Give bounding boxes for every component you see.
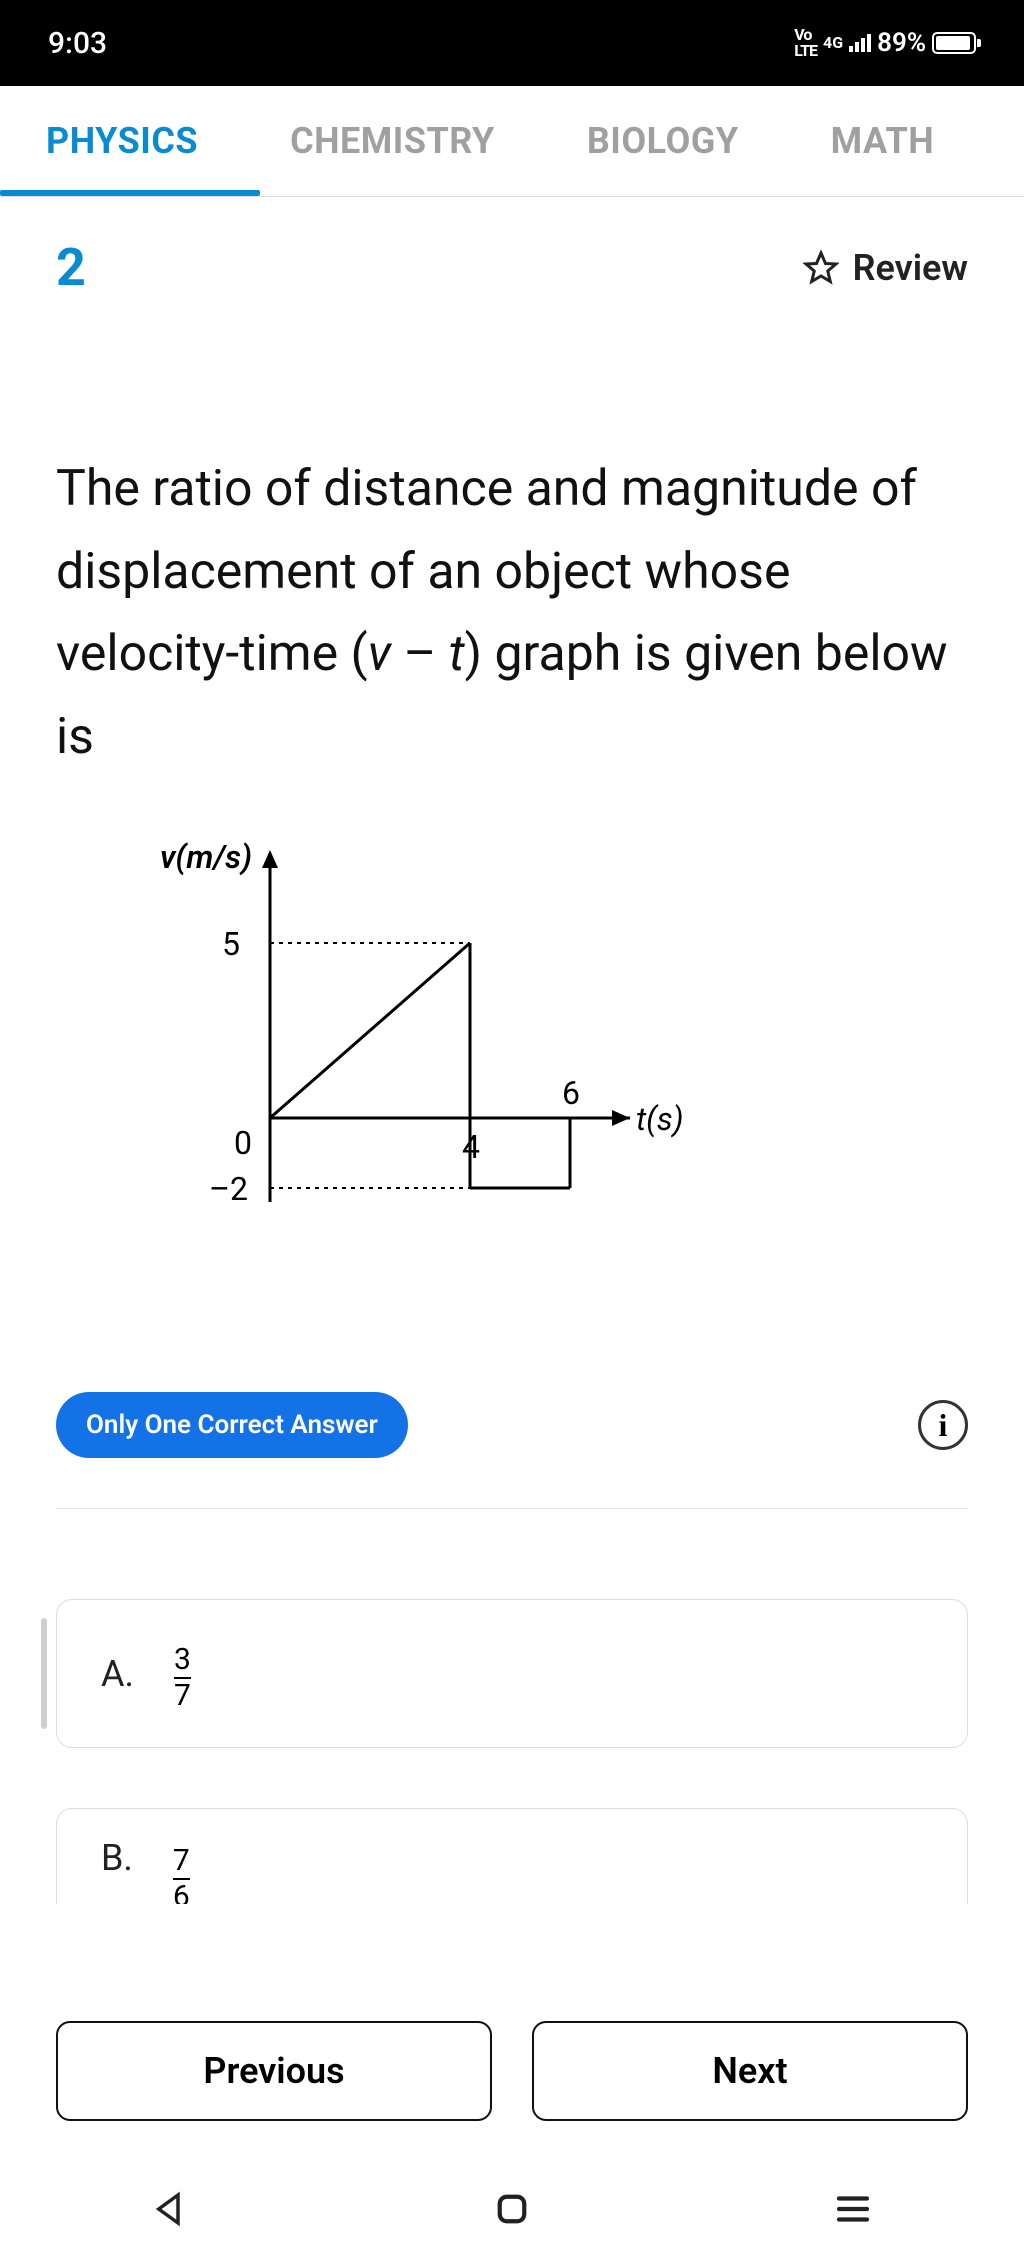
- tab-active-underline: [0, 190, 260, 196]
- back-icon[interactable]: [150, 2188, 192, 2230]
- divider: [56, 1508, 968, 1509]
- previous-button[interactable]: Previous: [56, 2021, 492, 2121]
- volte-icon: Vo LTE: [794, 27, 817, 59]
- tab-physics[interactable]: PHYSICS: [0, 120, 244, 162]
- question-text: The ratio of distance and magnitude of d…: [0, 308, 1024, 798]
- option-b[interactable]: B. 7 6: [56, 1808, 968, 1904]
- options-list: A. 3 7 B. 7 6: [0, 1529, 1024, 1904]
- answer-type-badge: Only One Correct Answer: [56, 1392, 408, 1458]
- option-value: 3 7: [174, 1636, 191, 1711]
- tab-chemistry[interactable]: CHEMISTRY: [244, 120, 541, 162]
- network-4g-icon: 4G: [823, 35, 843, 51]
- next-button[interactable]: Next: [532, 2021, 968, 2121]
- battery-percent: 89%: [877, 28, 926, 58]
- vt-graph: v(m/s) t(s) 5 0 –2 4 6: [0, 798, 1024, 1262]
- svg-text:t(s): t(s): [636, 1100, 684, 1138]
- status-time: 9:03: [48, 26, 107, 61]
- option-letter: B.: [101, 1837, 133, 1879]
- tab-math[interactable]: MATH: [785, 120, 981, 162]
- info-icon[interactable]: i: [918, 1400, 968, 1450]
- star-icon: [803, 250, 839, 286]
- svg-text:4: 4: [462, 1128, 480, 1166]
- svg-text:6: 6: [562, 1074, 580, 1112]
- svg-text:–2: –2: [209, 1170, 248, 1208]
- option-value: 7 6: [173, 1837, 190, 1904]
- recents-icon[interactable]: [832, 2188, 874, 2230]
- tab-biology[interactable]: BIOLOGY: [541, 120, 785, 162]
- battery-icon: [932, 32, 976, 54]
- system-nav-bar: [0, 2159, 1024, 2259]
- status-right-cluster: Vo LTE 4G 89%: [794, 27, 976, 59]
- svg-text:0: 0: [234, 1124, 252, 1162]
- svg-text:v(m/s): v(m/s): [160, 838, 252, 876]
- signal-bars-icon: [849, 34, 871, 52]
- review-toggle[interactable]: Review: [803, 247, 968, 289]
- option-accent: [41, 1618, 47, 1729]
- answer-type-row: Only One Correct Answer i: [0, 1262, 1024, 1488]
- home-icon[interactable]: [491, 2188, 533, 2230]
- option-letter: A.: [101, 1653, 134, 1695]
- nav-button-row: Previous Next: [0, 1993, 1024, 2149]
- question-number: 2: [56, 237, 86, 298]
- review-label: Review: [853, 247, 968, 289]
- option-a[interactable]: A. 3 7: [56, 1599, 968, 1748]
- status-bar: 9:03 Vo LTE 4G 89%: [0, 0, 1024, 86]
- subject-tabs: PHYSICS CHEMISTRY BIOLOGY MATH: [0, 86, 1024, 197]
- question-header: 2 Review: [0, 197, 1024, 308]
- svg-text:5: 5: [222, 925, 240, 963]
